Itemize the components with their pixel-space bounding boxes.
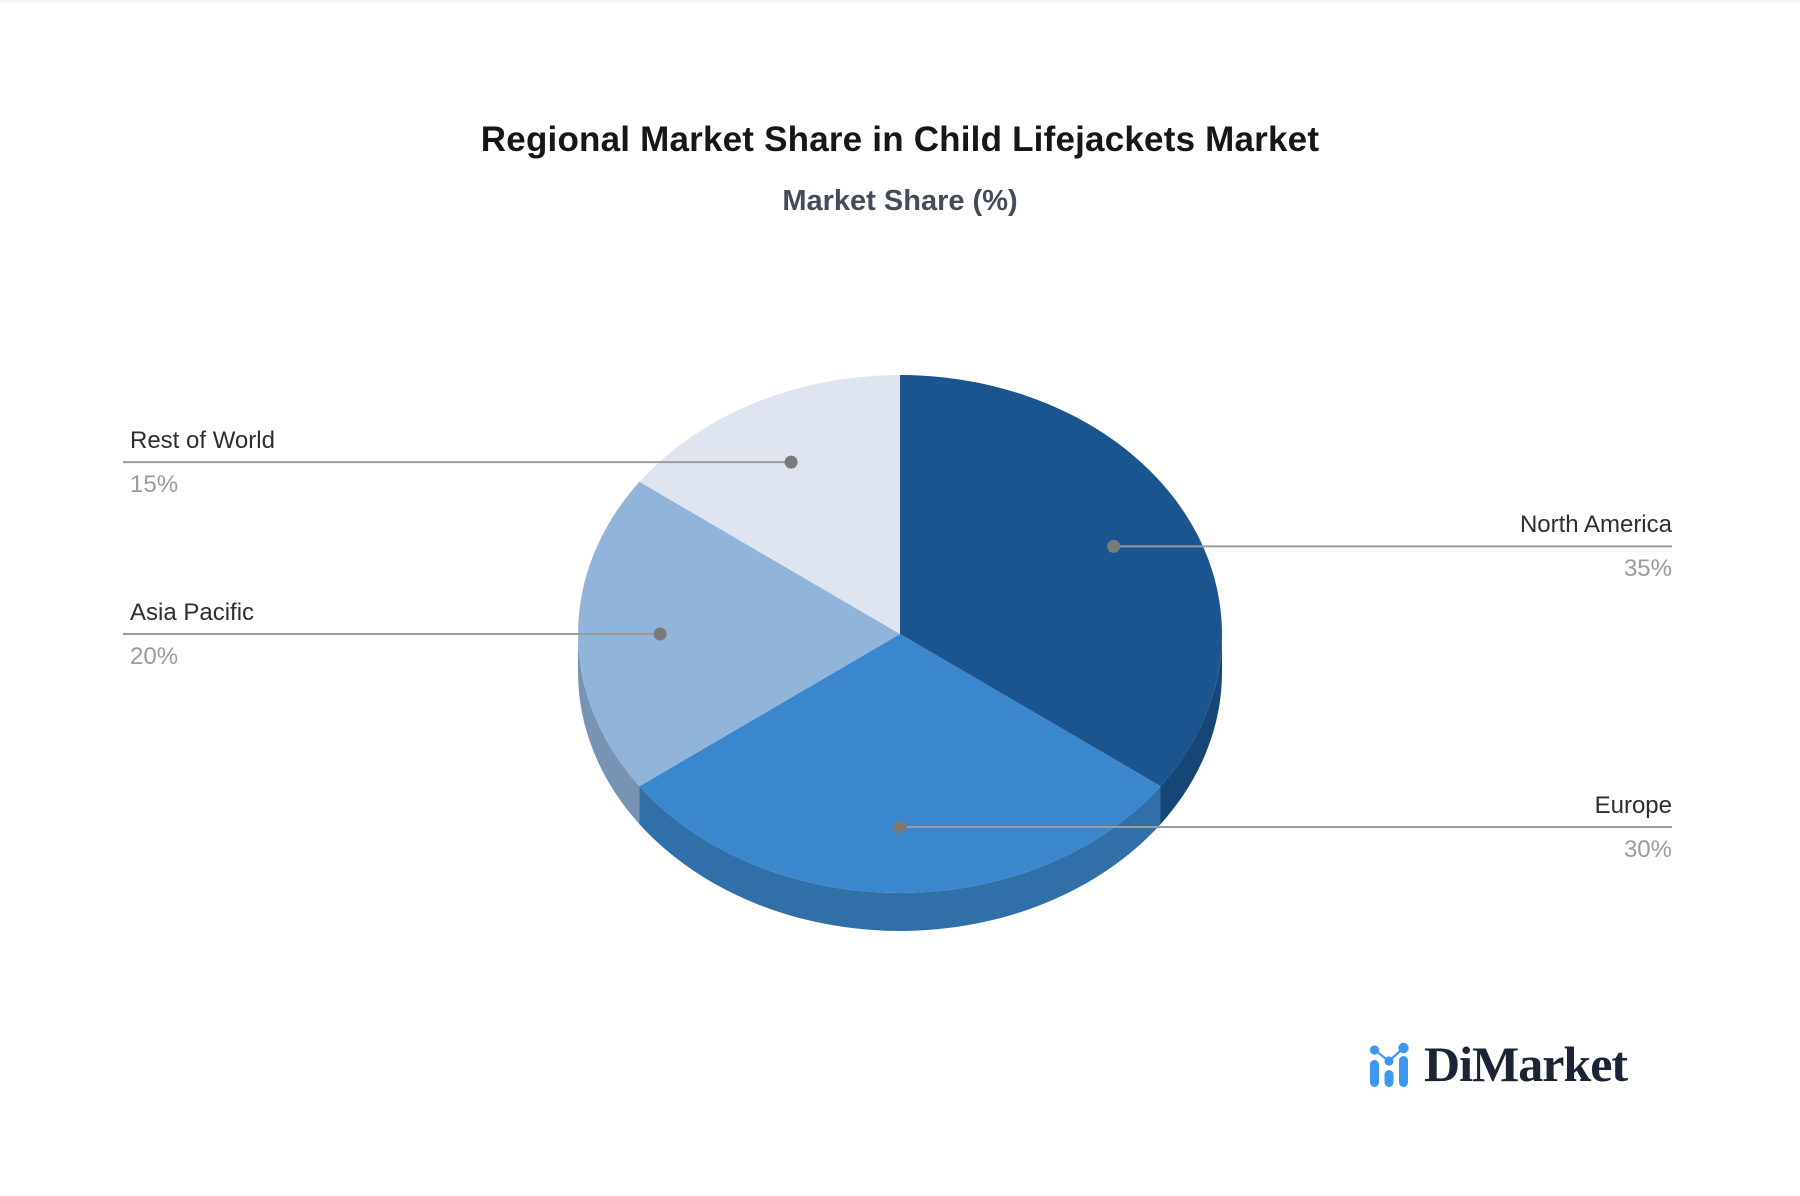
pie-slice-north-america-side: [1160, 634, 1222, 825]
pie-slice-asia-pacific[interactable]: [578, 481, 900, 787]
callout-dot: [653, 627, 667, 641]
callout-dot: [1107, 539, 1121, 553]
pie-slice-north-america[interactable]: [900, 375, 1222, 787]
callout-label-asia-pacific: Asia Pacific: [130, 599, 255, 626]
pie-slice-asia-pacific-side: [578, 634, 640, 825]
bar-line-chart-icon: [1369, 1042, 1409, 1087]
pie-slice-europe[interactable]: [639, 634, 1161, 893]
callout-value-rest-of-world: 15%: [130, 471, 179, 499]
pie-slice-europe-side: [639, 786, 1161, 931]
callout-value-europe: 30%: [1623, 835, 1672, 863]
callout-label-rest-of-world: Rest of World: [130, 427, 275, 455]
callout-label-north-america: North America: [1519, 511, 1672, 539]
chart-subtitle: Market Share (%): [782, 185, 1018, 217]
dimarket-logo: DiMarket: [1368, 1036, 1628, 1092]
callout-value-north-america: 35%: [1623, 555, 1672, 583]
callout-label-europe: Europe: [1594, 791, 1672, 819]
callout-dot: [784, 455, 798, 469]
dimarket-logo-text: DiMarket: [1424, 1036, 1628, 1092]
callout-value-asia-pacific: 20%: [130, 643, 179, 670]
pie-slice-rest-of-world[interactable]: [639, 375, 901, 634]
top-strip: [0, 0, 1800, 3]
callout-dot: [893, 820, 907, 834]
chart-title: Regional Market Share in Child Lifejacke…: [480, 120, 1320, 159]
